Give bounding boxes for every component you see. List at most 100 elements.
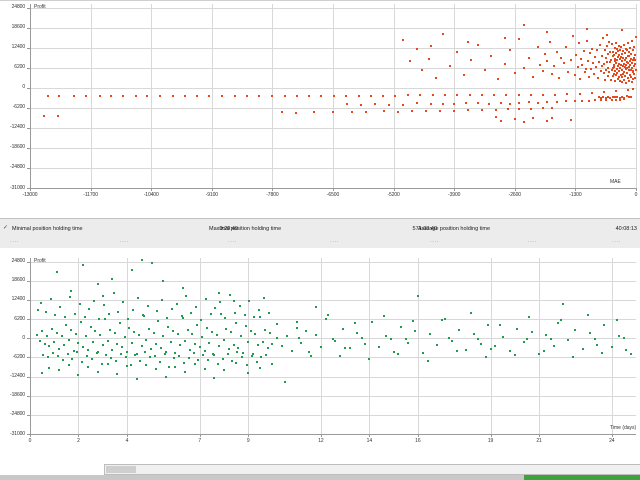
data-point xyxy=(265,353,268,356)
data-point xyxy=(411,319,414,322)
x-axis-tick xyxy=(333,188,334,191)
data-point xyxy=(147,328,150,331)
data-point xyxy=(456,94,459,97)
data-point xyxy=(626,67,629,70)
x-axis-label: 4 xyxy=(125,438,129,444)
data-point xyxy=(504,36,507,39)
data-point xyxy=(541,107,544,110)
data-point xyxy=(53,340,56,343)
data-point xyxy=(78,303,81,306)
y-axis-tick xyxy=(27,47,30,49)
data-point xyxy=(146,94,149,97)
y-axis-label: 12400 xyxy=(11,296,26,303)
y-axis-label: -12400 xyxy=(10,373,25,380)
status-placeholder-dots: ···· xyxy=(10,239,20,245)
data-point xyxy=(551,106,554,109)
data-point xyxy=(453,109,456,112)
data-point xyxy=(513,353,516,356)
data-point xyxy=(89,326,92,329)
data-point xyxy=(153,355,156,358)
data-point xyxy=(426,360,429,363)
data-point xyxy=(66,353,69,356)
data-point xyxy=(151,261,154,264)
data-point xyxy=(634,77,637,80)
data-point xyxy=(202,353,205,356)
data-point xyxy=(139,359,142,362)
data-point xyxy=(620,75,623,78)
data-point xyxy=(629,47,632,50)
data-point xyxy=(443,318,446,321)
x-axis-tick xyxy=(199,434,201,437)
data-point xyxy=(67,339,70,342)
data-point xyxy=(495,108,498,111)
data-point xyxy=(58,369,61,372)
data-point xyxy=(81,361,84,364)
bottom-tab-bar[interactable] xyxy=(0,475,640,480)
data-point xyxy=(527,101,530,104)
data-point xyxy=(175,302,178,305)
data-point xyxy=(633,54,636,57)
data-point xyxy=(124,355,127,358)
data-point xyxy=(607,95,610,98)
data-point xyxy=(583,71,586,74)
data-point xyxy=(602,96,605,99)
data-point xyxy=(612,64,615,66)
y-axis-label: 24800 xyxy=(11,4,26,11)
data-point xyxy=(541,70,544,73)
data-point xyxy=(59,305,62,308)
data-point xyxy=(620,45,623,48)
data-point xyxy=(168,365,171,368)
x-axis-label: 16 xyxy=(415,438,421,444)
y-axis-tick xyxy=(27,319,30,321)
x-axis-tick xyxy=(393,188,395,191)
data-point xyxy=(357,94,360,97)
data-point xyxy=(632,64,635,67)
data-point xyxy=(634,69,637,72)
data-point xyxy=(129,363,132,366)
data-point xyxy=(448,337,451,340)
gridline-horizontal xyxy=(30,280,636,282)
data-point xyxy=(468,94,471,97)
x-axis-tick xyxy=(30,434,31,437)
tab-active-indicator[interactable] xyxy=(524,475,640,480)
data-point xyxy=(162,334,165,337)
mae-chart-panel: 24800 18600 12400 6200 0 -6200 -12400 -18600 -24… xyxy=(0,0,640,218)
data-point xyxy=(298,337,301,340)
data-point xyxy=(271,363,274,366)
data-point xyxy=(181,287,184,290)
data-point xyxy=(611,96,614,99)
profit-plot-area[interactable]: 24800 18600 12400 6200 0 -6200 -12400 -18600 -24… xyxy=(0,248,640,462)
data-point xyxy=(135,94,138,97)
data-point xyxy=(590,68,593,71)
data-point xyxy=(57,94,60,97)
scrollbar-thumb[interactable] xyxy=(106,466,136,473)
status-item-label: Maximal position holding time xyxy=(209,226,282,232)
data-point xyxy=(253,315,256,318)
gridline-vertical xyxy=(211,4,213,188)
status-placeholder-dots: ···· xyxy=(120,239,130,245)
x-axis-tick xyxy=(211,188,213,191)
data-point xyxy=(47,356,50,359)
data-point xyxy=(300,342,303,345)
data-point xyxy=(98,94,101,97)
x-axis-tick xyxy=(454,188,456,191)
data-point xyxy=(493,94,496,97)
data-point xyxy=(614,79,617,82)
mae-plot-area[interactable]: 24800 18600 12400 6200 0 -6200 -12400 -18600 -24… xyxy=(0,0,640,218)
data-point xyxy=(603,323,606,326)
data-point xyxy=(96,282,99,285)
horizontal-scrollbar[interactable] xyxy=(104,464,640,475)
data-point xyxy=(582,50,585,53)
data-point xyxy=(513,72,516,75)
data-point xyxy=(37,308,40,311)
data-point xyxy=(123,335,126,338)
status-row: Minimal position holding time 0:29:40 Maxi… xyxy=(0,225,640,235)
data-point xyxy=(590,92,593,95)
data-point xyxy=(76,350,79,353)
data-point xyxy=(268,332,271,335)
x-axis-label: 9 xyxy=(246,438,250,444)
data-point xyxy=(616,56,619,59)
y-axis-label: 18600 xyxy=(11,277,26,284)
data-point xyxy=(517,94,520,97)
